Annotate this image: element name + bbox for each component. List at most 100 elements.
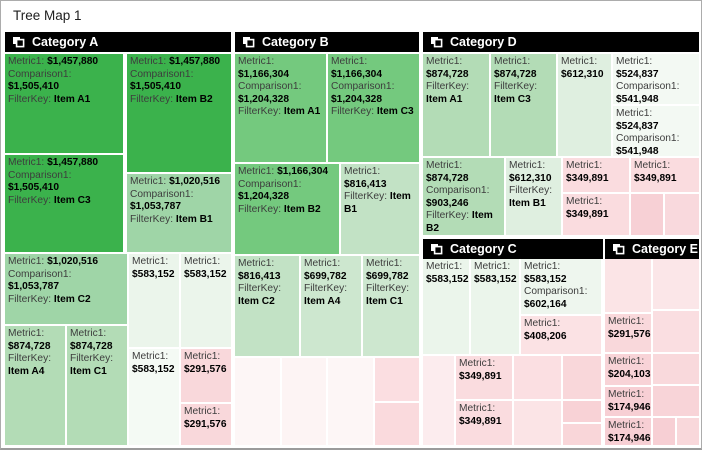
cell-field: Metric1: $583,152 bbox=[184, 256, 227, 280]
cell-field: Comparison1: $602,164 bbox=[524, 286, 588, 310]
cell-field: Comparison1: $1,053,787 bbox=[8, 268, 72, 293]
treemap-cell[interactable]: Metric1: $1,457,880 Comparison1: $1,505,4… bbox=[5, 54, 123, 153]
treemap-cell[interactable]: Metric1: $583,152 bbox=[181, 254, 231, 347]
cell-field: Metric1: $1,020,516 bbox=[130, 176, 221, 187]
cell-field: FilterKey: Item B2 bbox=[238, 203, 321, 215]
category-header-category-b[interactable]: Category B bbox=[235, 32, 419, 52]
treemap-cell[interactable]: Metric1: $349,891 bbox=[456, 401, 512, 445]
cell-field: FilterKey: Item A4 bbox=[8, 353, 52, 377]
treemap-cell[interactable] bbox=[653, 259, 699, 309]
treemap-cell[interactable]: Metric1: $583,152 bbox=[129, 349, 179, 445]
treemap-cell[interactable]: Metric1: $1,166,304 Comparison1: $1,204,3… bbox=[235, 54, 326, 162]
cell-field: FilterKey: Item B1 bbox=[344, 191, 411, 215]
cell-field: FilterKey: Item C2 bbox=[8, 293, 91, 305]
treemap-cell[interactable]: Metric1: $816,413 FilterKey: Item B1 bbox=[341, 164, 419, 254]
treemap-cell[interactable]: Metric1: $408,206 bbox=[521, 316, 601, 354]
layers-icon bbox=[431, 37, 443, 48]
treemap-cell[interactable] bbox=[282, 358, 326, 445]
cell-field: Metric1: $204,103 bbox=[608, 356, 651, 380]
treemap-cell[interactable]: Metric1: $1,166,304 Comparison1: $1,204,3… bbox=[235, 164, 339, 254]
cell-field: FilterKey: Item C3 bbox=[331, 106, 414, 118]
cell-field: Comparison1: $1,053,787 bbox=[130, 188, 194, 213]
layers-icon bbox=[431, 244, 443, 255]
treemap-cell[interactable]: Metric1: $1,020,516 Comparison1: $1,053,7… bbox=[5, 254, 127, 324]
cell-field: Comparison1: $541,948 bbox=[616, 81, 680, 104]
treemap-cell[interactable]: Metric1: $204,103 bbox=[605, 354, 651, 385]
cell-field: Metric1: $874,728 bbox=[494, 56, 537, 80]
treemap-cell[interactable]: Metric1: $874,728 FilterKey: Item A1 bbox=[423, 54, 489, 156]
treemap-cell[interactable] bbox=[328, 358, 373, 445]
category-header-category-d[interactable]: Category D bbox=[423, 32, 699, 52]
treemap-cell[interactable]: Metric1: $291,576 bbox=[605, 314, 651, 352]
cell-field: FilterKey: Item A4 bbox=[304, 283, 348, 307]
treemap-cell[interactable]: Metric1: $583,152 bbox=[471, 259, 519, 354]
cell-field: FilterKey: Item B1 bbox=[509, 185, 553, 209]
category-header-category-a[interactable]: Category A bbox=[5, 32, 231, 52]
treemap-cell[interactable] bbox=[665, 194, 699, 235]
treemap-cell[interactable] bbox=[653, 418, 675, 445]
treemap-cell[interactable]: Metric1: $699,782 FilterKey: Item A4 bbox=[301, 256, 361, 356]
treemap-cell[interactable]: Metric1: $874,728 FilterKey: Item A4 bbox=[5, 326, 65, 445]
cell-field: Metric1: $291,576 bbox=[184, 351, 227, 375]
cell-field: Metric1: $1,166,304 bbox=[238, 56, 289, 80]
category-header-category-c[interactable]: Category C bbox=[423, 239, 603, 259]
treemap-cell[interactable] bbox=[423, 356, 454, 445]
cell-field: Metric1: $816,413 bbox=[238, 258, 281, 282]
treemap-cell[interactable] bbox=[375, 358, 419, 401]
treemap-cell[interactable]: Metric1: $349,891 bbox=[563, 194, 629, 235]
treemap-cell[interactable]: Metric1: $874,728 FilterKey: Item C3 bbox=[491, 54, 556, 156]
treemap-cell[interactable]: Metric1: $583,152 bbox=[129, 254, 179, 347]
category-label: Category A bbox=[32, 35, 99, 49]
cell-field: Metric1: $583,152 bbox=[132, 351, 175, 375]
treemap-cell[interactable] bbox=[605, 259, 651, 312]
treemap-cell[interactable]: Metric1: $174,946 bbox=[605, 418, 651, 445]
treemap-cell[interactable]: Metric1: $612,310 bbox=[558, 54, 611, 156]
treemap-cell[interactable] bbox=[653, 354, 699, 384]
treemap-cell[interactable] bbox=[563, 356, 601, 399]
treemap-cell[interactable] bbox=[563, 401, 601, 422]
treemap-cell[interactable]: Metric1: $291,576 bbox=[181, 404, 231, 445]
treemap-cell[interactable]: Metric1: $1,457,880 Comparison1: $1,505,4… bbox=[127, 54, 231, 172]
treemap-cell[interactable]: Metric1: $349,891 bbox=[563, 158, 629, 192]
cell-field: Metric1: $349,891 bbox=[566, 196, 609, 220]
treemap-cell[interactable] bbox=[514, 356, 561, 399]
treemap-cell[interactable] bbox=[653, 311, 699, 352]
category-header-category-e[interactable]: Category E bbox=[605, 239, 699, 259]
treemap-cell[interactable]: Metric1: $1,020,516 Comparison1: $1,053,7… bbox=[127, 174, 231, 252]
treemap-cell[interactable] bbox=[653, 386, 699, 416]
treemap-cell[interactable]: Metric1: $1,457,880 Comparison1: $1,505,4… bbox=[5, 155, 123, 252]
cell-field: Metric1: $349,891 bbox=[459, 403, 502, 427]
treemap-cell[interactable]: Metric1: $524,837 Comparison1: $541,948 bbox=[613, 106, 699, 156]
cell-field: Metric1: $1,457,880 bbox=[130, 56, 221, 67]
treemap-cell[interactable] bbox=[514, 401, 561, 445]
treemap-cell[interactable] bbox=[563, 424, 601, 445]
treemap-cell[interactable]: Metric1: $291,576 bbox=[181, 349, 231, 402]
treemap-cell[interactable]: Metric1: $874,728 Comparison1: $903,246 Fi… bbox=[423, 158, 504, 235]
treemap-cell[interactable]: Metric1: $612,310 FilterKey: Item B1 bbox=[506, 158, 561, 235]
treemap-cell[interactable]: Metric1: $1,166,304 Comparison1: $1,204,3… bbox=[328, 54, 419, 162]
cell-field: FilterKey: Item C2 bbox=[238, 283, 282, 307]
treemap-cell[interactable] bbox=[235, 358, 280, 445]
category-label: Category B bbox=[262, 35, 329, 49]
cell-field: Metric1: $699,782 bbox=[304, 258, 347, 282]
cell-field: FilterKey: Item C3 bbox=[494, 81, 538, 105]
treemap-cell[interactable]: Metric1: $816,413 FilterKey: Item C2 bbox=[235, 256, 299, 356]
treemap-cell[interactable]: Metric1: $524,837 Comparison1: $541,948 bbox=[613, 54, 699, 104]
treemap-cell[interactable]: Metric1: $174,946 bbox=[605, 387, 651, 416]
treemap-cell[interactable]: Metric1: $349,891 bbox=[631, 158, 699, 192]
treemap-cell[interactable]: Metric1: $583,152 Comparison1: $602,164 bbox=[521, 259, 601, 314]
cell-field: Metric1: $1,020,516 bbox=[8, 256, 99, 267]
treemap-cell[interactable]: Metric1: $699,782 FilterKey: Item C1 bbox=[363, 256, 419, 356]
treemap-cell[interactable] bbox=[677, 418, 699, 445]
treemap-cell[interactable] bbox=[631, 194, 663, 235]
treemap-cell[interactable] bbox=[375, 403, 419, 445]
layers-icon bbox=[243, 37, 255, 48]
treemap-cell[interactable]: Metric1: $349,891 bbox=[456, 356, 512, 399]
cell-field: Metric1: $349,891 bbox=[459, 358, 502, 382]
cell-field: Metric1: $874,728 bbox=[70, 328, 113, 352]
treemap-cell[interactable]: Metric1: $874,728 FilterKey: Item C1 bbox=[67, 326, 127, 445]
widget-title: Tree Map 1 bbox=[13, 8, 82, 23]
treemap-cell[interactable]: Metric1: $583,152 bbox=[423, 259, 469, 354]
